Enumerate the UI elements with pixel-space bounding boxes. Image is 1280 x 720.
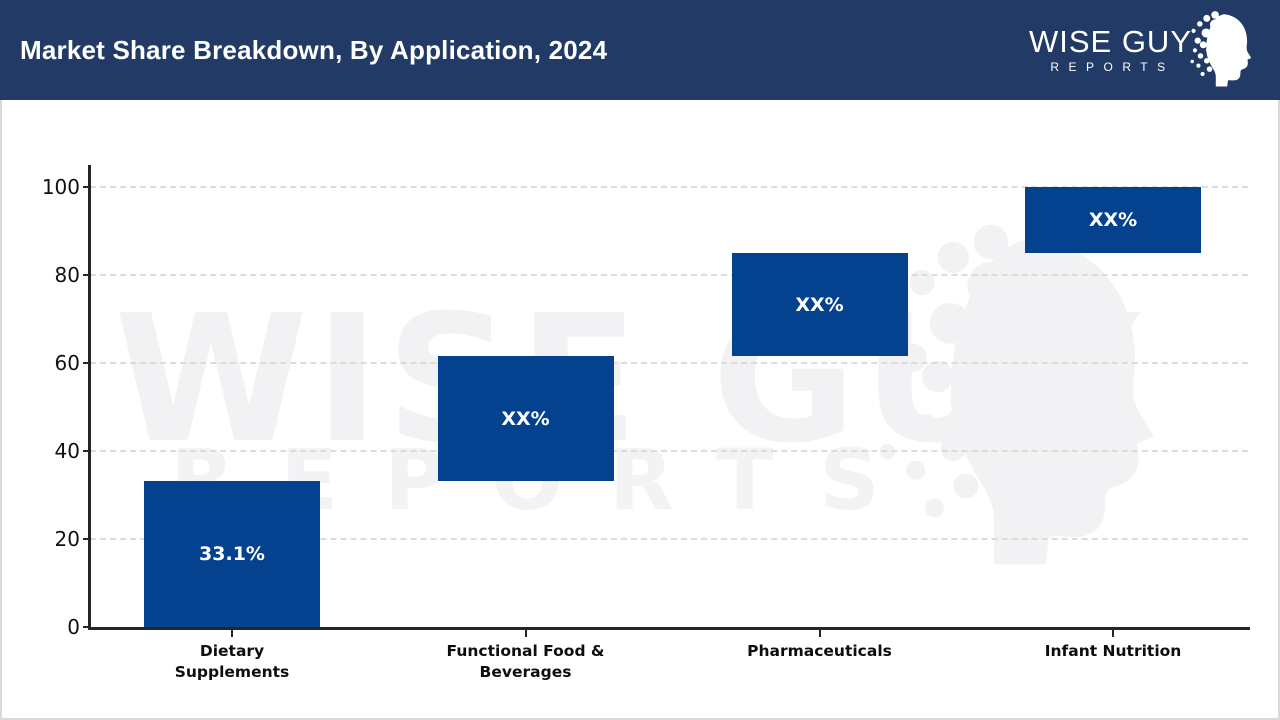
y-tick-mark [83, 274, 90, 276]
y-gridline [90, 538, 1248, 540]
y-tick-mark [83, 538, 90, 540]
x-category-label-line: Dietary [199, 642, 265, 660]
y-tick-label: 60 [54, 351, 80, 375]
x-axis-line [88, 627, 1250, 630]
x-category-label-line: Beverages [479, 663, 572, 681]
bar-value-label: 33.1% [199, 543, 265, 566]
bar-segment [437, 356, 614, 482]
y-tick-label: 20 [54, 527, 80, 551]
y-tick-mark [83, 450, 90, 452]
dot-head-logo-icon [1190, 11, 1252, 87]
x-tick-mark [524, 629, 527, 637]
brand-subtitle: REPORTS [1050, 60, 1175, 74]
x-category-label: Dietary Supplements [175, 641, 290, 683]
bar-value-label: XX% [795, 293, 844, 316]
page-title: Market Share Breakdown, By Application, … [20, 34, 608, 65]
x-category-label: Pharmaceuticals [747, 641, 892, 662]
y-tick-mark [83, 186, 90, 188]
x-tick-mark [231, 629, 233, 637]
y-gridline [90, 362, 1248, 364]
bar-value-label: XX% [1088, 209, 1138, 232]
brand-name: WISE GUY [1028, 24, 1192, 59]
x-category-label-line: Pharmaceuticals [747, 642, 892, 660]
x-category-label: Functional Food & Beverages [447, 641, 605, 683]
x-category-label-line: Infant Nutrition [1044, 642, 1182, 660]
x-tick-mark [818, 629, 821, 637]
y-tick-mark [83, 362, 90, 364]
y-gridline [90, 450, 1248, 452]
x-tick-mark [1112, 629, 1114, 637]
y-gridline [90, 274, 1248, 276]
y-axis-line [88, 165, 91, 629]
bar-segment [1025, 187, 1201, 254]
header-bar: Market Share Breakdown, By Application, … [0, 0, 1280, 100]
y-gridline [90, 186, 1248, 188]
brand-logo: WISE GUY REPORTS [1029, 9, 1254, 91]
bar-segment [731, 253, 908, 357]
y-tick-label: 80 [54, 263, 80, 287]
x-category-label: Infant Nutrition [1045, 641, 1182, 662]
brand-logo-text: WISE GUY REPORTS [1029, 26, 1192, 74]
bar-segment [144, 481, 320, 627]
chart-area: WISE GUY REPORTS 02040608010033.1%Dietar… [0, 100, 1280, 720]
y-tick-label: 40 [54, 439, 80, 463]
x-category-label-line: Supplements [174, 663, 290, 681]
y-tick-mark [83, 626, 90, 628]
x-category-label-line: Functional Food & [446, 642, 605, 660]
y-tick-label: 100 [41, 175, 80, 199]
y-tick-label: 0 [67, 615, 80, 639]
bar-value-label: XX% [501, 407, 550, 430]
